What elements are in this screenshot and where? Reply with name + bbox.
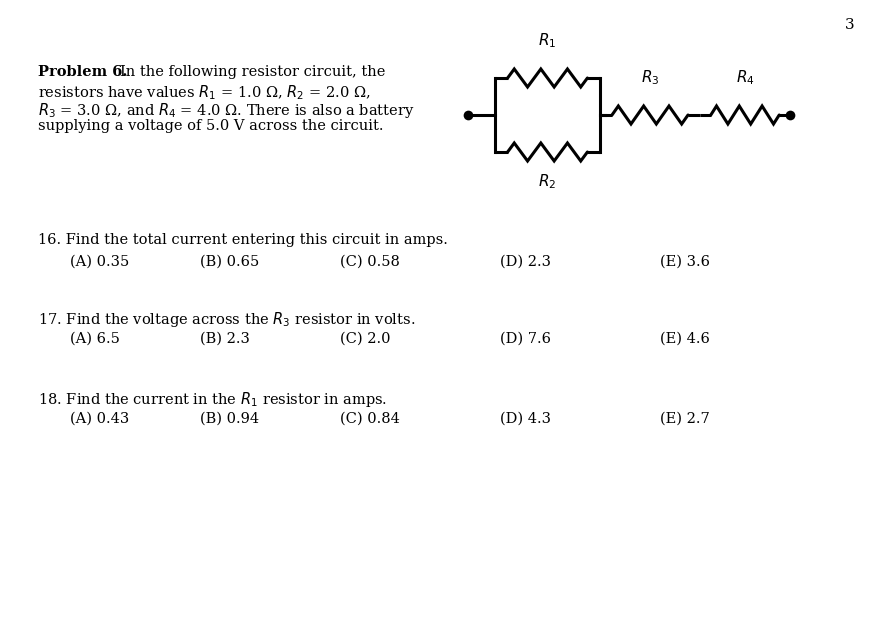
Text: 16. Find the total current entering this circuit in amps.: 16. Find the total current entering this…	[38, 233, 448, 247]
Text: (A) 0.43: (A) 0.43	[70, 412, 130, 426]
Text: 17. Find the voltage across the $R_3$ resistor in volts.: 17. Find the voltage across the $R_3$ re…	[38, 310, 416, 329]
Text: $R_1$: $R_1$	[538, 32, 556, 50]
Text: (B) 2.3: (B) 2.3	[200, 332, 250, 346]
Text: $R_3$ = 3.0 Ω, and $R_4$ = 4.0 Ω. There is also a battery: $R_3$ = 3.0 Ω, and $R_4$ = 4.0 Ω. There …	[38, 101, 415, 120]
Text: 3: 3	[845, 18, 855, 32]
Text: (D) 7.6: (D) 7.6	[500, 332, 551, 346]
Text: (A) 0.35: (A) 0.35	[70, 255, 130, 269]
Text: (E) 2.7: (E) 2.7	[660, 412, 710, 426]
Text: (C) 2.0: (C) 2.0	[340, 332, 390, 346]
Text: (C) 0.58: (C) 0.58	[340, 255, 400, 269]
Text: resistors have values $R_1$ = 1.0 Ω, $R_2$ = 2.0 Ω,: resistors have values $R_1$ = 1.0 Ω, $R_…	[38, 83, 371, 102]
Text: supplying a voltage of 5.0 V across the circuit.: supplying a voltage of 5.0 V across the …	[38, 119, 383, 133]
Text: (B) 0.94: (B) 0.94	[200, 412, 259, 426]
Text: $R_4$: $R_4$	[736, 68, 754, 87]
Text: In the following resistor circuit, the: In the following resistor circuit, the	[120, 65, 385, 79]
Text: $R_2$: $R_2$	[538, 172, 556, 191]
Text: (D) 4.3: (D) 4.3	[500, 412, 551, 426]
Text: (C) 0.84: (C) 0.84	[340, 412, 400, 426]
Text: $R_3$: $R_3$	[640, 68, 659, 87]
Text: 18. Find the current in the $R_1$ resistor in amps.: 18. Find the current in the $R_1$ resist…	[38, 390, 387, 409]
Text: (E) 4.6: (E) 4.6	[660, 332, 710, 346]
Text: Problem 6.: Problem 6.	[38, 65, 128, 79]
Text: (A) 6.5: (A) 6.5	[70, 332, 120, 346]
Text: (D) 2.3: (D) 2.3	[500, 255, 551, 269]
Text: (E) 3.6: (E) 3.6	[660, 255, 710, 269]
Text: (B) 0.65: (B) 0.65	[200, 255, 259, 269]
